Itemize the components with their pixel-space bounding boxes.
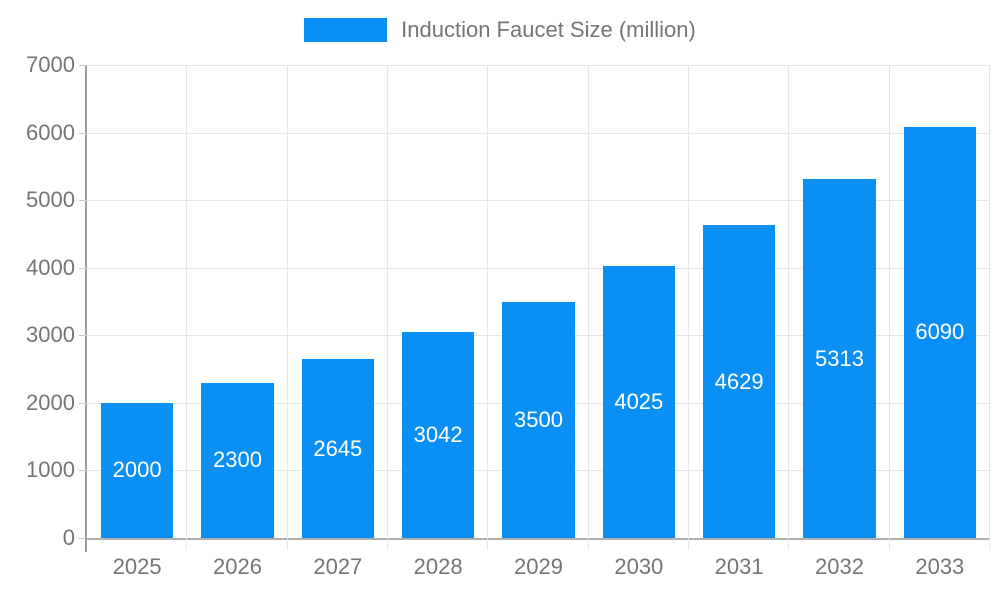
h-gridline xyxy=(87,267,990,269)
bar-slot: 3042 2028 xyxy=(388,65,488,579)
x-axis-label: 2030 xyxy=(614,554,664,579)
bar: 2000 xyxy=(101,402,174,538)
bar-value-label: 5313 xyxy=(815,345,864,371)
x-axis-label: 2033 xyxy=(915,554,965,579)
plot-area: 0 1000 2000 3000 4000 5000 6000 7000 2000 2025 230… xyxy=(26,54,990,579)
bar: 2645 xyxy=(301,359,374,538)
bar-slot: 4629 2031 xyxy=(689,65,789,579)
y-tick xyxy=(79,470,87,472)
x-axis-label: 2028 xyxy=(413,554,463,579)
y-tick xyxy=(79,335,87,337)
bar-slot: 2645 2027 xyxy=(288,65,388,579)
y-axis-label: 4000 xyxy=(26,254,75,280)
x-tick xyxy=(687,538,689,550)
bar-slot: 4025 2030 xyxy=(589,65,689,579)
bar-value-label: 2000 xyxy=(112,457,162,483)
y-axis-label: 6000 xyxy=(26,119,75,145)
bar: 3500 xyxy=(502,301,575,538)
x-tick xyxy=(788,538,790,550)
legend-swatch xyxy=(304,18,388,42)
legend-label: Induction Faucet Size (million) xyxy=(401,17,696,42)
bar: 4629 xyxy=(703,225,776,538)
x-tick xyxy=(487,538,489,550)
y-tick xyxy=(79,538,87,539)
y-axis-label: 3000 xyxy=(26,322,75,348)
x-tick xyxy=(85,538,87,552)
x-axis-label: 2031 xyxy=(714,554,764,579)
bar-value-label: 2645 xyxy=(313,435,363,461)
y-axis-label: 2000 xyxy=(26,389,75,415)
x-axis-label: 2025 xyxy=(112,554,162,579)
h-gridline xyxy=(87,65,990,66)
bar-slot: 2000 2025 xyxy=(87,65,187,579)
v-gridline xyxy=(386,65,388,538)
bar-value-label: 6090 xyxy=(915,319,965,345)
y-tick xyxy=(79,132,87,134)
v-gridline xyxy=(687,65,689,538)
x-tick xyxy=(587,538,589,550)
x-tick xyxy=(186,538,188,550)
h-gridline xyxy=(87,132,990,134)
bar-slot: 5313 2032 xyxy=(789,65,889,579)
x-tick xyxy=(286,538,288,550)
x-tick xyxy=(386,538,388,550)
y-tick xyxy=(79,267,87,269)
v-gridline xyxy=(587,65,589,538)
x-tick xyxy=(888,538,890,550)
x-axis-label: 2032 xyxy=(815,554,864,579)
bar: 2300 xyxy=(201,382,274,538)
bar-slot: 2300 2026 xyxy=(187,65,287,579)
x-axis-label: 2029 xyxy=(514,554,563,579)
v-gridline xyxy=(186,65,188,538)
bar-value-label: 3042 xyxy=(413,422,463,448)
y-axis-label: 0 xyxy=(62,525,75,550)
v-gridline xyxy=(888,65,890,538)
bar: 6090 xyxy=(903,126,976,538)
bar: 4025 xyxy=(602,266,675,538)
bar-slot: 3500 2029 xyxy=(488,65,588,579)
bar-value-label: 4629 xyxy=(714,368,764,394)
v-gridline xyxy=(286,65,288,538)
v-gridline xyxy=(487,65,489,538)
v-gridline xyxy=(989,65,990,538)
bar-slot: 6090 2033 xyxy=(890,65,990,579)
bar: 5313 xyxy=(803,179,876,538)
x-tick xyxy=(989,538,990,550)
y-axis-label: 5000 xyxy=(26,187,75,213)
legend[interactable]: Induction Faucet Size (million) xyxy=(0,17,1000,43)
y-axis-label: 1000 xyxy=(26,457,75,483)
x-axis-label: 2026 xyxy=(213,554,262,579)
x-axis-label: 2027 xyxy=(313,554,363,579)
bar: 3042 xyxy=(402,332,475,538)
bar-value-label: 4025 xyxy=(614,389,664,415)
y-tick xyxy=(79,402,87,404)
bar-value-label: 2300 xyxy=(213,447,262,473)
y-axis-label: 7000 xyxy=(26,52,75,77)
bar-value-label: 3500 xyxy=(514,406,563,432)
y-tick xyxy=(79,65,87,66)
h-gridline xyxy=(87,200,990,202)
v-gridline xyxy=(788,65,790,538)
y-tick xyxy=(79,200,87,202)
